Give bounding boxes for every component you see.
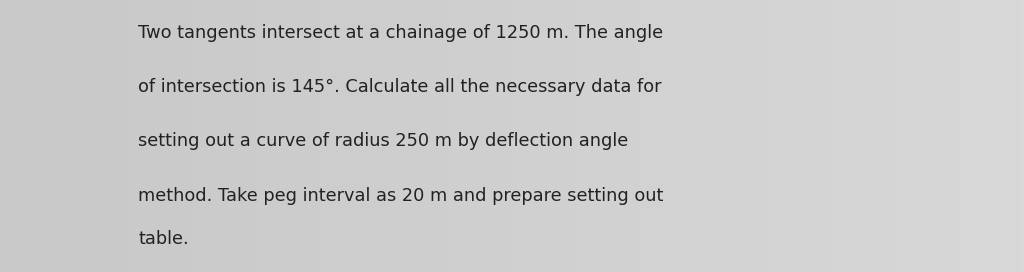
Text: setting out a curve of radius 250 m by deflection angle: setting out a curve of radius 250 m by d… <box>138 132 629 150</box>
Text: Two tangents intersect at a chainage of 1250 m. The angle: Two tangents intersect at a chainage of … <box>138 24 664 42</box>
Text: method. Take peg interval as 20 m and prepare setting out: method. Take peg interval as 20 m and pr… <box>138 187 664 205</box>
Text: of intersection is 145°. Calculate all the necessary data for: of intersection is 145°. Calculate all t… <box>138 78 662 96</box>
Text: table.: table. <box>138 230 188 248</box>
